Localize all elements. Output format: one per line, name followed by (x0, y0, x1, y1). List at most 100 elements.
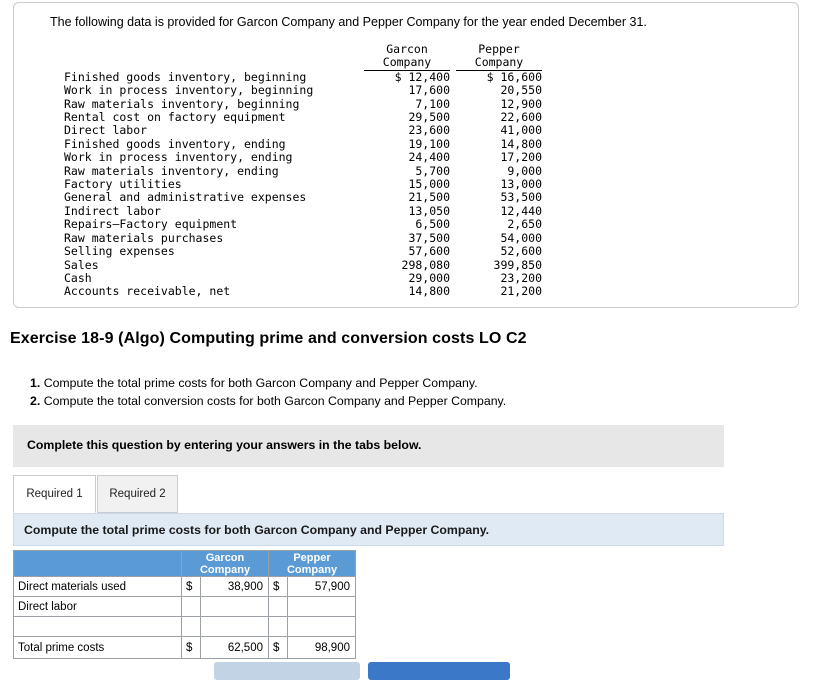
row-garcon-value: 57,600 (408, 244, 450, 259)
table-row: Work in process inventory, ending 24,400… (54, 150, 548, 165)
row-garcon-value: 29,500 (408, 110, 450, 125)
row-garcon-value: 17,600 (408, 83, 450, 98)
table-row: Selling expenses 57,600 52,600 (54, 244, 548, 259)
requirement-2: 2. Compute the total conversion costs fo… (30, 392, 506, 410)
header-pepper-line2: Company (456, 56, 542, 71)
row-pepper-value: 53,500 (500, 190, 542, 205)
row-pepper-value: 9,000 (507, 163, 542, 178)
table-row: Raw materials purchases 37,500 54,000 (54, 230, 548, 245)
row-label: Cash (64, 270, 92, 285)
table-row: Direct labor 23,600 41,000 (54, 123, 548, 138)
header-blank (54, 43, 364, 71)
answer-garcon-value[interactable] (200, 616, 269, 637)
tab-required-2-label: Required 2 (109, 488, 166, 500)
requirement-2-number: 2. (30, 394, 41, 408)
requirements-list: 1. Compute the total prime costs for bot… (30, 374, 506, 410)
header-pepper: Pepper Company (456, 42, 548, 71)
table-row: Work in process inventory, beginning 17,… (54, 83, 548, 98)
row-garcon-value: 29,000 (408, 270, 450, 285)
answer-pepper-currency: $ (268, 576, 288, 597)
row-pepper-value: $ 16,600 (486, 69, 542, 84)
row-garcon-value: 15,000 (408, 177, 450, 192)
requirement-1: 1. Compute the total prime costs for bot… (30, 374, 506, 392)
row-garcon-value: 13,050 (408, 203, 450, 218)
row-pepper-value: 52,600 (500, 244, 542, 259)
answer-row-label[interactable]: Direct labor (13, 596, 182, 617)
answer-header-blank (13, 550, 182, 577)
answer-header-garcon-line2: Company (199, 563, 251, 576)
tab-required-2[interactable]: Required 2 (97, 475, 178, 513)
table-row: Finished goods inventory, ending 19,100 … (54, 137, 548, 151)
answer-table: Garcon Company Pepper Company Direct mat… (13, 550, 356, 659)
row-garcon-value: 37,500 (408, 230, 450, 245)
answer-pepper-value[interactable] (287, 596, 356, 617)
table-row: Rental cost on factory equipment 29,500 … (54, 110, 548, 125)
intro-text: The following data is provided for Garco… (50, 15, 647, 29)
answer-pepper-value[interactable]: 57,900 (287, 576, 356, 597)
row-label: Accounts receivable, net (64, 284, 231, 299)
row-garcon-value: 24,400 (408, 150, 450, 165)
table-row: Repairs—Factory equipment 6,500 2,650 (54, 217, 548, 232)
answer-row-empty (13, 616, 356, 637)
answer-header-garcon-line1: Garcon (205, 551, 245, 564)
table-row: Finished goods inventory, beginning $ 12… (54, 69, 548, 84)
table-row: General and administrative expenses 21,5… (54, 190, 548, 205)
table-row: Sales 298,080 399,850 (54, 257, 548, 272)
row-label: Sales (64, 257, 99, 272)
answer-header-row: Garcon Company Pepper Company (13, 550, 356, 577)
row-pepper-value: 17,200 (500, 150, 542, 165)
row-pepper-value: 21,200 (500, 284, 542, 299)
row-pepper-value: 12,440 (500, 203, 542, 218)
row-label: Finished goods inventory, beginning (64, 69, 307, 84)
tab-required-1[interactable]: Required 1 (13, 475, 96, 513)
header-pepper-line1: Pepper (478, 42, 520, 56)
table-row: Accounts receivable, net 14,800 21,200 (54, 284, 548, 299)
row-garcon-value: 7,100 (415, 96, 450, 111)
answer-pepper-value[interactable] (287, 616, 356, 637)
answer-garcon-value[interactable] (200, 596, 269, 617)
table-row: Factory utilities 15,000 13,000 (54, 177, 548, 192)
next-button[interactable] (368, 662, 510, 680)
row-pepper-value: 22,600 (500, 110, 542, 125)
row-label: Rental cost on factory equipment (64, 110, 286, 125)
row-label: Raw materials purchases (64, 230, 224, 245)
answer-row-label[interactable] (13, 616, 182, 637)
row-label: Factory utilities (64, 177, 182, 192)
answer-row-total: Total prime costs $ 62,500 $ 98,900 (13, 636, 356, 659)
answer-total-pepper-currency: $ (268, 636, 288, 659)
tab-bar: Required 1 Required 2 (13, 475, 724, 513)
row-pepper-value: 13,000 (500, 177, 542, 192)
answer-row-direct-labor: Direct labor (13, 596, 356, 617)
row-pepper-value: 399,850 (493, 257, 542, 272)
row-pepper-value: 23,200 (500, 270, 542, 285)
answer-header-garcon: Garcon Company (181, 550, 269, 577)
page-title: Exercise 18-9 (Algo) Computing prime and… (10, 330, 527, 347)
requirement-1-text: Compute the total prime costs for both G… (43, 376, 478, 390)
header-garcon-line2: Company (364, 56, 450, 71)
answer-garcon-currency (181, 616, 201, 637)
source-data-table: Garcon Company Pepper Company Finished g… (54, 42, 548, 299)
row-pepper-value: 12,900 (500, 96, 542, 111)
answer-row-label[interactable]: Direct materials used (13, 576, 182, 597)
answer-header-pepper-line2: Company (286, 563, 338, 576)
table-row: Raw materials inventory, ending 5,700 9,… (54, 163, 548, 178)
row-pepper-value: 54,000 (500, 230, 542, 245)
row-label: Indirect labor (64, 203, 161, 218)
row-garcon-value: 23,600 (408, 123, 450, 138)
answer-pepper-currency (268, 596, 288, 617)
answer-total-garcon-value: 62,500 (200, 636, 269, 659)
row-pepper-value: 2,650 (507, 217, 542, 232)
header-garcon: Garcon Company (364, 42, 456, 71)
row-label: Work in process inventory, beginning (64, 83, 314, 98)
answer-total-garcon-currency: $ (181, 636, 201, 659)
row-label: Repairs—Factory equipment (64, 217, 238, 232)
row-garcon-value: 298,080 (401, 257, 450, 272)
previous-button[interactable] (214, 662, 360, 680)
prompt-bar: Compute the total prime costs for both G… (13, 513, 724, 546)
row-label: Selling expenses (64, 244, 175, 259)
answer-garcon-value[interactable]: 38,900 (200, 576, 269, 597)
row-label: Raw materials inventory, ending (64, 163, 279, 178)
requirement-2-text: Compute the total conversion costs for b… (43, 394, 507, 408)
answer-total-pepper-value: 98,900 (287, 636, 356, 659)
table-row: Indirect labor 13,050 12,440 (54, 203, 548, 218)
